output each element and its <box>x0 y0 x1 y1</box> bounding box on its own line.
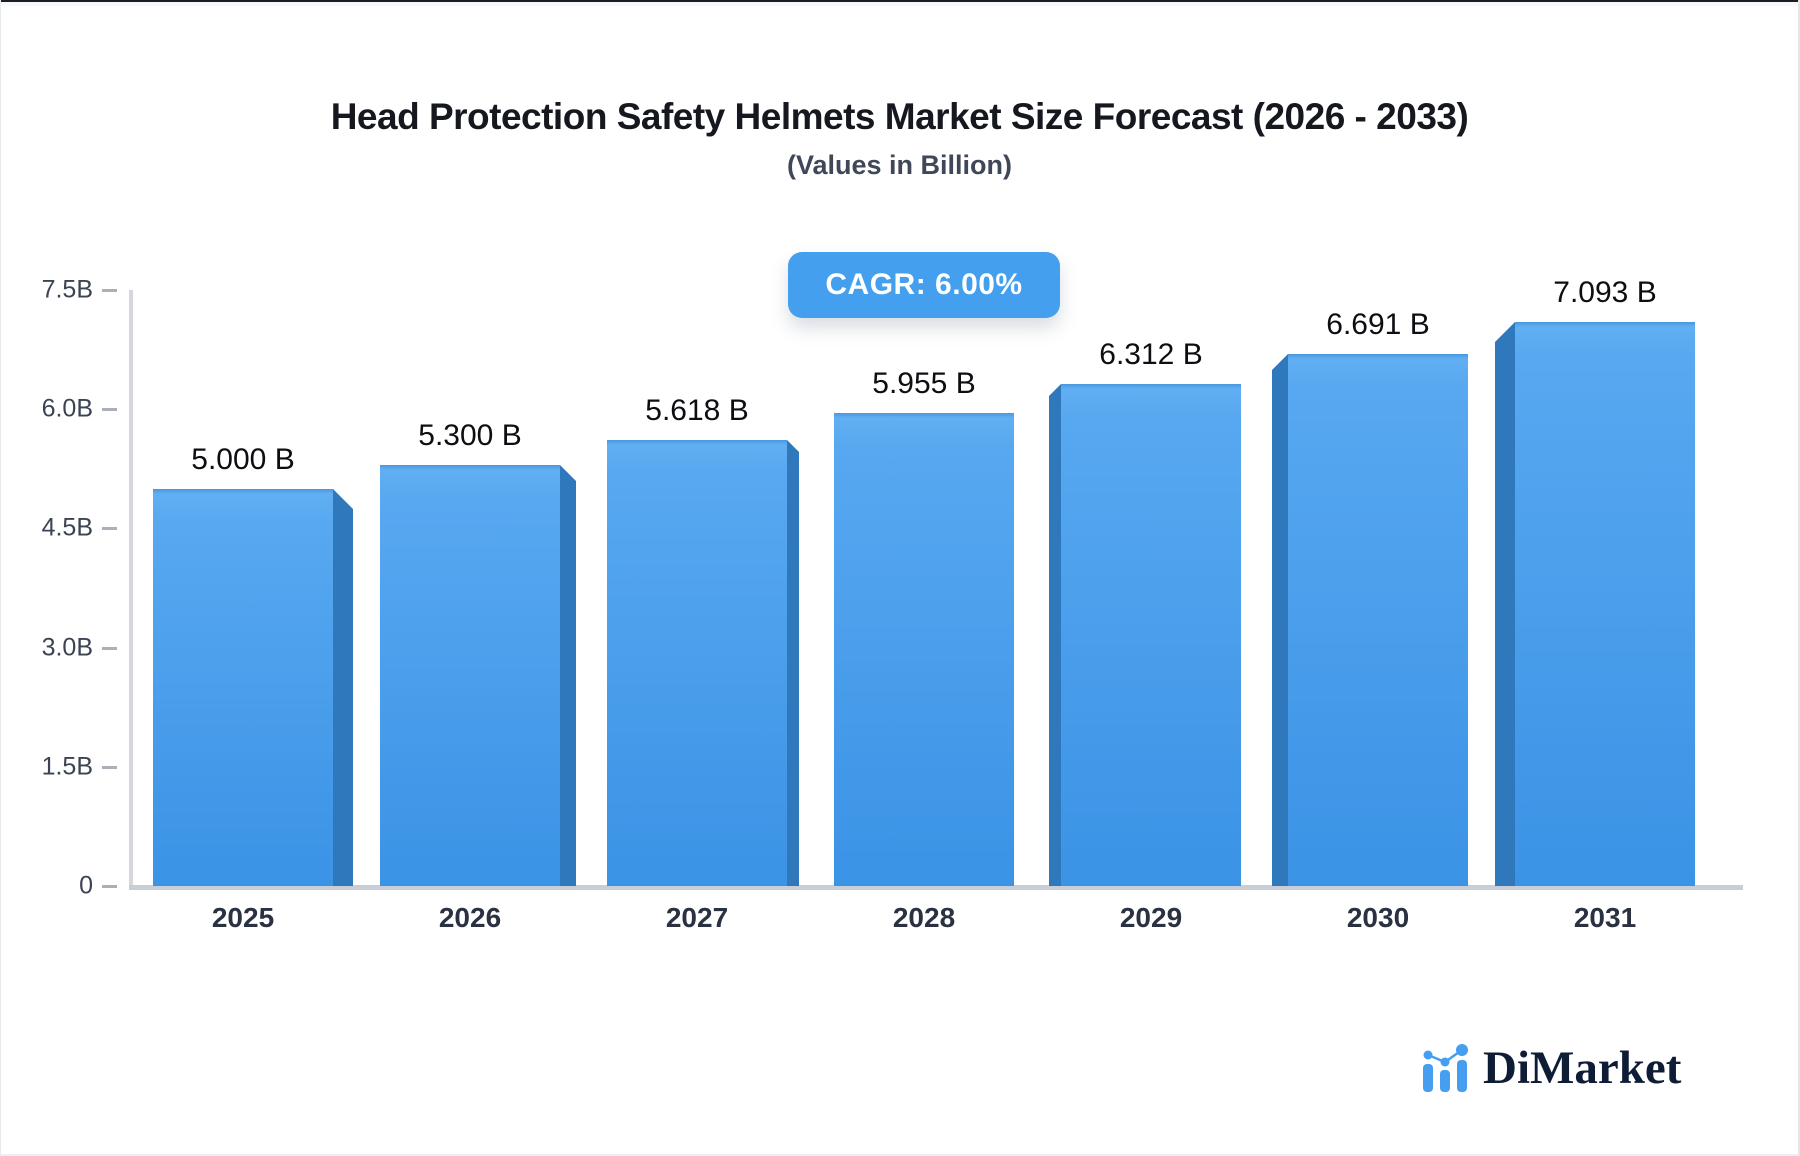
bar-value-label: 6.691 B <box>1326 308 1430 341</box>
bar-front-face <box>834 413 1014 886</box>
y-tick-label: 4.5B <box>41 513 93 542</box>
window-top-edge-light <box>1 2 1798 6</box>
bar-chart-logo-icon <box>1423 1044 1468 1092</box>
bar-front-face <box>1288 354 1468 886</box>
bar-value-label: 6.312 B <box>1099 338 1203 371</box>
cagr-badge-label: CAGR: 6.00% <box>825 268 1023 301</box>
x-axis-label: 2025 <box>211 902 275 933</box>
y-tick-label: 7.5B <box>41 275 93 304</box>
bar-side-face <box>333 489 353 886</box>
bar-value-label: 5.300 B <box>418 419 522 452</box>
x-axis-label: 2027 <box>665 902 729 933</box>
x-axis-label: 2029 <box>1119 902 1183 933</box>
bar-front-face <box>380 465 560 886</box>
y-tick-label: 6.0B <box>41 394 93 423</box>
bar-value-label: 5.955 B <box>872 367 976 400</box>
y-tick <box>102 289 117 292</box>
y-tick <box>102 765 117 769</box>
y-tick-label: 0 <box>79 871 93 900</box>
y-tick-label: 1.5B <box>41 752 93 781</box>
x-axis-label: 2028 <box>892 902 956 933</box>
brand-logo: DiMarket <box>1421 1040 1681 1096</box>
window-top-edge <box>1 0 1798 2</box>
cagr-badge: CAGR: 6.00% <box>788 252 1060 318</box>
y-tick-label: 3.0B <box>41 633 93 662</box>
bar-side-face <box>787 440 799 886</box>
y-axis-line <box>129 290 133 890</box>
y-tick <box>102 646 117 650</box>
bar-side-face <box>1272 354 1288 886</box>
bar-front-face <box>153 489 333 886</box>
y-tick <box>102 885 117 888</box>
bar-value-label: 7.093 B <box>1553 276 1657 309</box>
bar-front-face <box>1515 322 1695 886</box>
x-axis-label: 2030 <box>1346 902 1410 933</box>
page-title: Head Protection Safety Helmets Market Si… <box>330 96 1469 137</box>
x-axis-label: 2031 <box>1573 902 1637 933</box>
bar-value-label: 5.618 B <box>645 394 749 427</box>
bar-side-face <box>560 465 576 886</box>
bar-side-face <box>1495 322 1515 886</box>
bar-side-face <box>1049 384 1061 886</box>
y-tick <box>102 527 117 531</box>
x-axis-line <box>129 885 1743 890</box>
x-axis-label: 2026 <box>438 902 502 933</box>
y-tick <box>102 408 117 412</box>
brand-name: DiMarket <box>1483 1042 1682 1094</box>
page-subtitle: (Values in Billion) <box>786 150 1013 180</box>
bar-value-label: 5.000 B <box>191 443 295 476</box>
bar-front-face <box>607 440 787 886</box>
bar-front-face <box>1061 384 1241 886</box>
